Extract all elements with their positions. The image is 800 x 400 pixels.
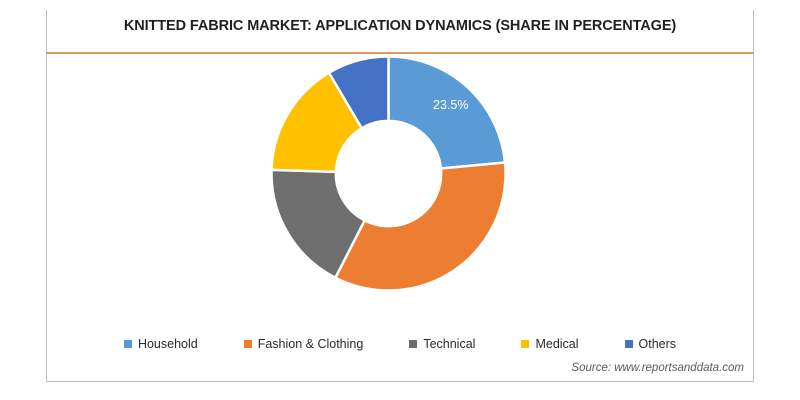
donut-slice[interactable]	[270, 168, 367, 280]
legend-item-label: Technical	[423, 337, 476, 351]
legend-item-label: Medical	[535, 337, 579, 351]
legend-item-label: Fashion & Clothing	[257, 337, 364, 351]
donut-slice[interactable]	[387, 55, 507, 170]
title-divider	[46, 52, 754, 54]
legend-swatch-icon	[123, 340, 132, 349]
legend-swatch-icon	[624, 340, 633, 349]
source-attribution: Source: www.reportsanddata.com	[571, 362, 744, 374]
donut-svg: 23.5%	[270, 55, 507, 292]
chart-title: KNITTED FABRIC MARKET: APPLICATION DYNAM…	[123, 18, 677, 34]
legend-item[interactable]: Others	[624, 337, 677, 351]
plot-area: 23.5%	[0, 55, 800, 310]
legend-swatch-icon	[521, 340, 530, 349]
legend-item[interactable]: Technical	[409, 338, 475, 351]
donut-slice[interactable]	[327, 55, 390, 130]
chart-legend: Household Fashion & Clothing Technical Medi…	[46, 338, 754, 351]
legend-item-label: Others	[638, 337, 677, 351]
legend-item[interactable]: Fashion & Clothing	[243, 337, 364, 351]
donut-slices	[270, 55, 507, 292]
legend-swatch-icon	[243, 340, 252, 349]
legend-item-label: Household	[137, 337, 198, 351]
legend-swatch-icon	[409, 340, 418, 349]
donut-slice[interactable]	[270, 71, 364, 174]
legend-item[interactable]: Household	[123, 337, 198, 351]
donut-chart: 23.5%	[270, 55, 507, 292]
legend-item[interactable]: Medical	[521, 337, 579, 351]
donut-slice-labels: 23.5%	[433, 98, 468, 112]
slice-data-label: 23.5%	[433, 98, 468, 112]
donut-slice[interactable]	[333, 161, 507, 292]
